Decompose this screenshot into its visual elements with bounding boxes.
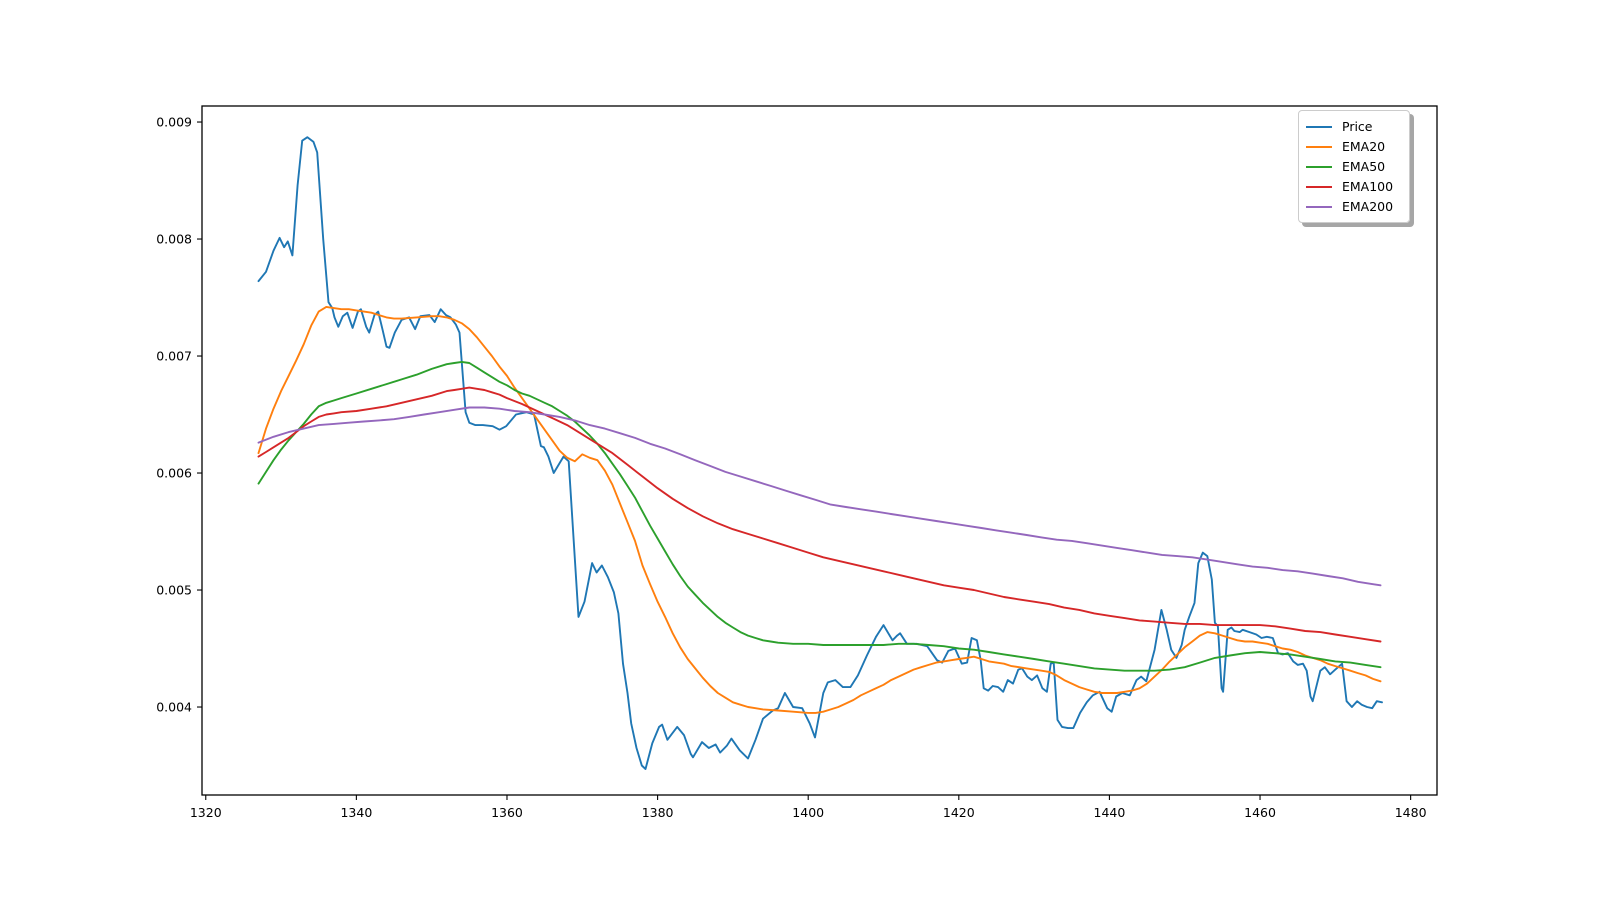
- y-tick-label: 0.004: [156, 700, 192, 715]
- x-tick-label: 1400: [792, 805, 824, 820]
- x-tick-label: 1360: [491, 805, 523, 820]
- legend-label-ema200: EMA200: [1342, 199, 1394, 214]
- plot-area: [201, 105, 1438, 796]
- x-tick-label: 1340: [340, 805, 372, 820]
- x-tick-label: 1460: [1244, 805, 1276, 820]
- y-tick-label: 0.006: [156, 466, 192, 481]
- legend-entry-ema20: EMA20: [1306, 137, 1400, 157]
- series-line-ema50: [257, 360, 1382, 672]
- series-line-ema100: [257, 386, 1382, 643]
- y-tick-label: 0.005: [156, 583, 192, 598]
- series-line-ema200: [257, 406, 1382, 587]
- legend-line-swatch-price: [1306, 126, 1332, 128]
- legend-label-price: Price: [1342, 119, 1373, 134]
- series-line-price: [257, 136, 1383, 770]
- legend-label-ema50: EMA50: [1342, 159, 1386, 174]
- legend-entry-ema100: EMA100: [1306, 177, 1400, 197]
- x-tick-label: 1480: [1395, 805, 1427, 820]
- legend-entry-ema200: EMA200: [1306, 197, 1400, 217]
- legend-entry-ema50: EMA50: [1306, 157, 1400, 177]
- y-tick-label: 0.007: [156, 349, 192, 364]
- x-tick-label: 1420: [943, 805, 975, 820]
- y-tick-label: 0.009: [156, 115, 192, 130]
- x-tick-label: 1380: [642, 805, 674, 820]
- legend-label-ema20: EMA20: [1342, 139, 1386, 154]
- legend-label-ema100: EMA100: [1342, 179, 1394, 194]
- legend-entry-price: Price: [1306, 117, 1400, 137]
- x-tick-label: 1440: [1094, 805, 1126, 820]
- legend-line-swatch-ema200: [1306, 206, 1332, 208]
- series-line-ema20: [257, 305, 1382, 714]
- legend: Price EMA20 EMA50 EMA100 EMA200: [1298, 110, 1410, 223]
- legend-line-swatch-ema20: [1306, 146, 1332, 148]
- y-tick-label: 0.008: [156, 232, 192, 247]
- legend-line-swatch-ema50: [1306, 166, 1332, 168]
- legend-line-swatch-ema100: [1306, 186, 1332, 188]
- x-tick-label: 1320: [190, 805, 222, 820]
